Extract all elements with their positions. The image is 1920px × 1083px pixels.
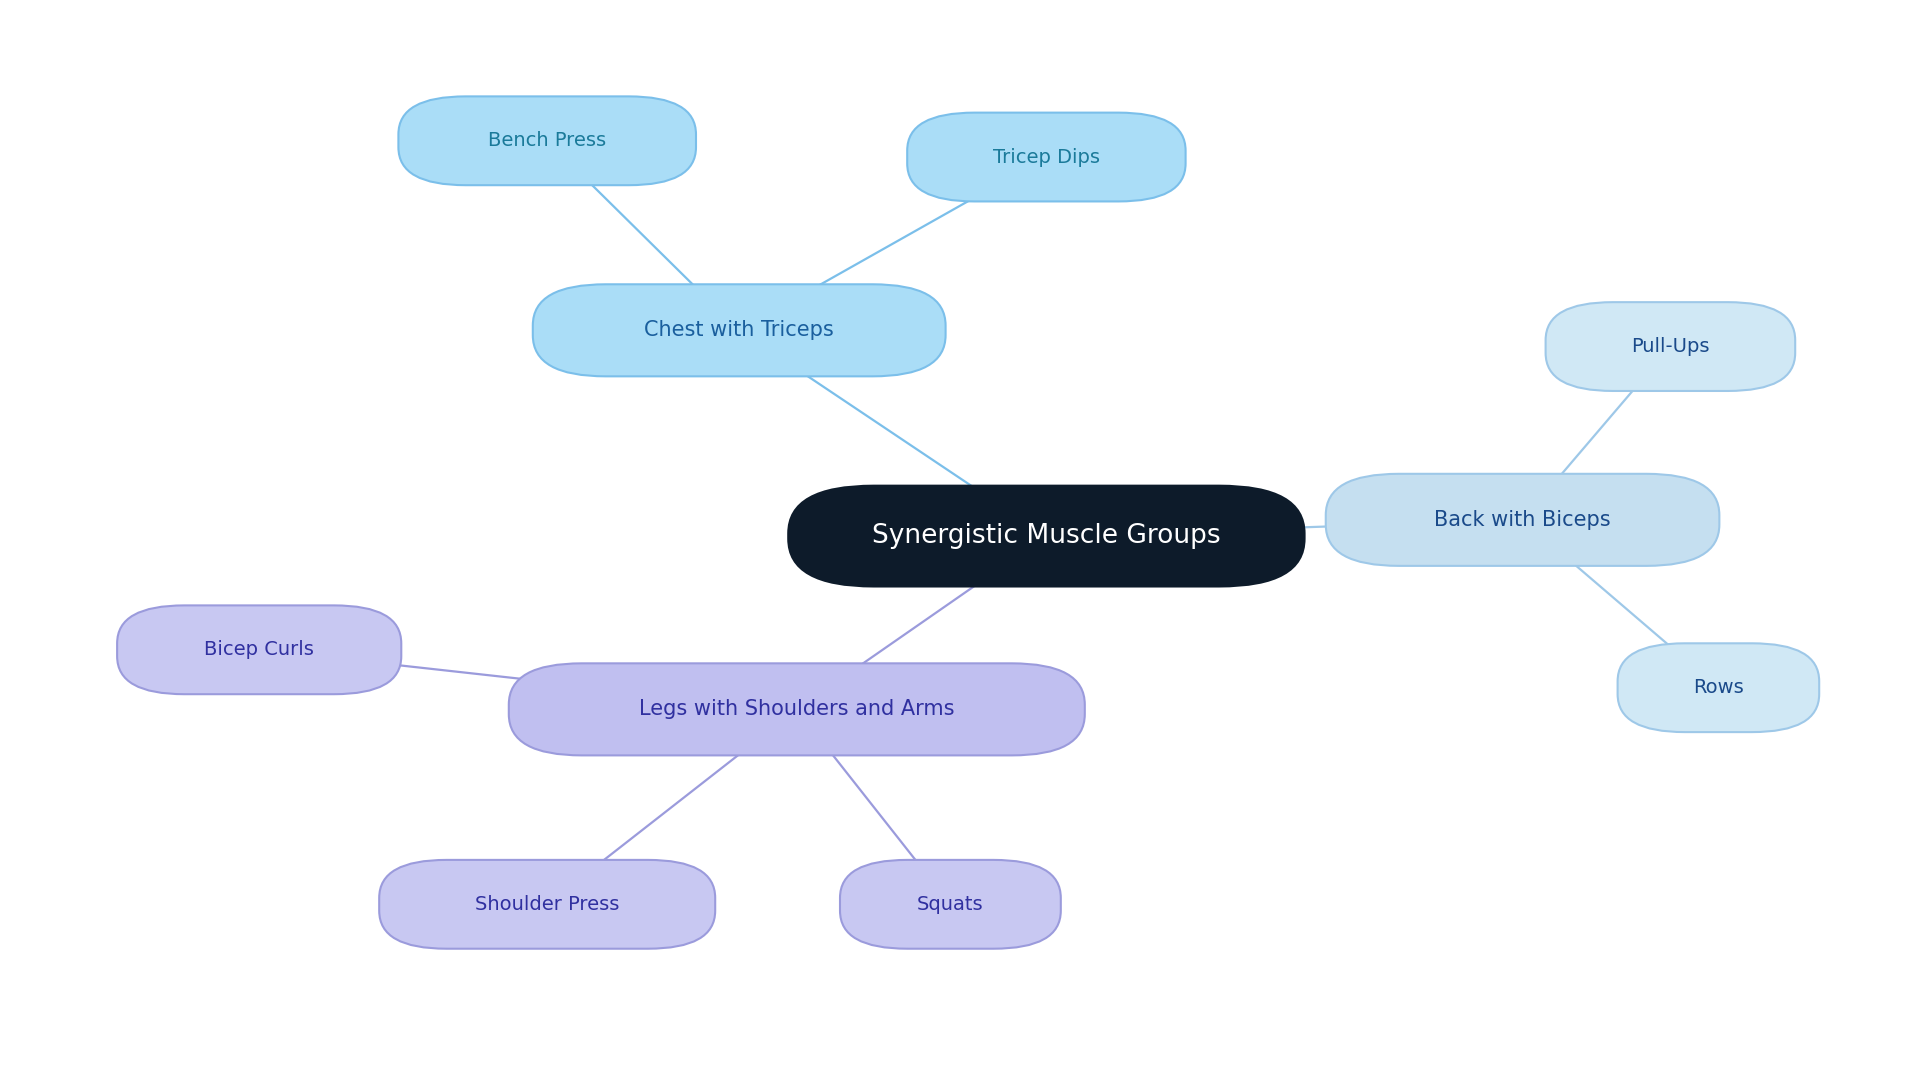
FancyBboxPatch shape [841, 860, 1060, 949]
Text: Chest with Triceps: Chest with Triceps [645, 321, 833, 340]
FancyBboxPatch shape [117, 605, 401, 694]
Text: Back with Biceps: Back with Biceps [1434, 510, 1611, 530]
FancyBboxPatch shape [509, 663, 1085, 756]
Text: Pull-Ups: Pull-Ups [1632, 337, 1709, 356]
Text: Squats: Squats [918, 895, 983, 914]
FancyBboxPatch shape [534, 285, 947, 377]
FancyBboxPatch shape [787, 485, 1306, 587]
FancyBboxPatch shape [1325, 474, 1720, 565]
FancyBboxPatch shape [1617, 643, 1820, 732]
FancyBboxPatch shape [378, 860, 714, 949]
Text: Legs with Shoulders and Arms: Legs with Shoulders and Arms [639, 700, 954, 719]
FancyBboxPatch shape [908, 113, 1187, 201]
FancyBboxPatch shape [1546, 302, 1795, 391]
Text: Rows: Rows [1693, 678, 1743, 697]
Text: Shoulder Press: Shoulder Press [474, 895, 620, 914]
Text: Tricep Dips: Tricep Dips [993, 147, 1100, 167]
Text: Bicep Curls: Bicep Curls [204, 640, 315, 660]
FancyBboxPatch shape [397, 96, 695, 185]
Text: Bench Press: Bench Press [488, 131, 607, 151]
Text: Synergistic Muscle Groups: Synergistic Muscle Groups [872, 523, 1221, 549]
